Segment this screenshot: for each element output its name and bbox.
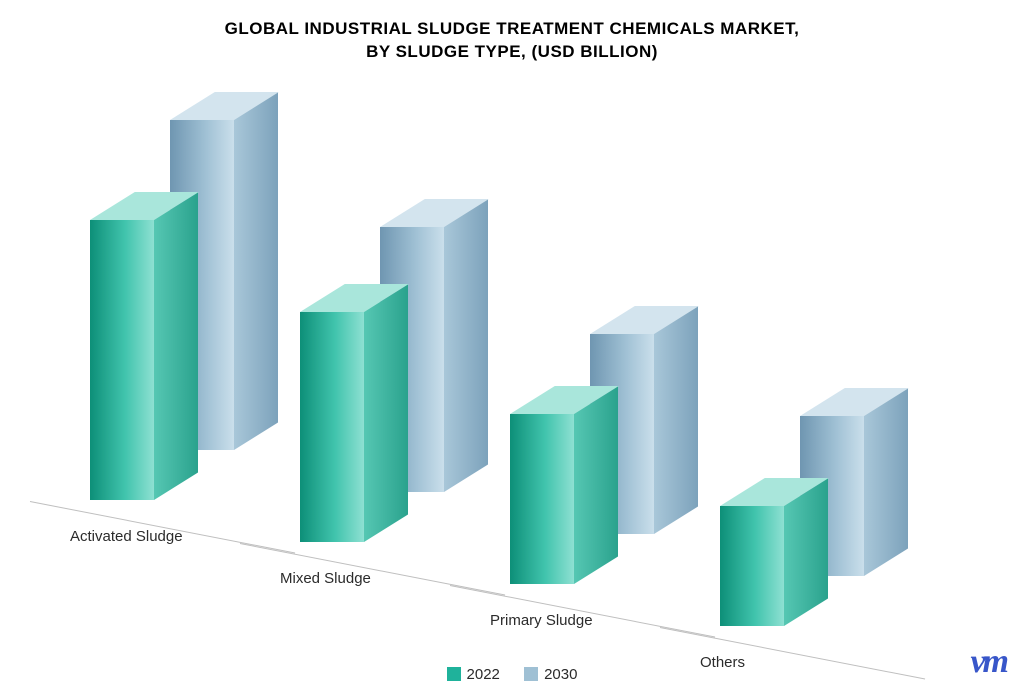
bar-2022-2	[510, 414, 574, 584]
legend-item-2022: 2022	[447, 666, 500, 683]
cat-label-1: Mixed Sludge	[280, 570, 371, 587]
bar-2022-0	[90, 220, 154, 500]
legend-swatch-2030	[524, 667, 538, 681]
legend-swatch-2022	[447, 667, 461, 681]
legend-label-2030: 2030	[544, 666, 577, 683]
brand-logo: vm	[970, 643, 1006, 681]
legend-label-2022: 2022	[467, 666, 500, 683]
chart-title-line1: GLOBAL INDUSTRIAL SLUDGE TREATMENT CHEMI…	[0, 18, 1024, 41]
legend-item-2030: 2030	[524, 666, 577, 683]
cat-label-2: Primary Sludge	[490, 612, 593, 629]
legend: 2022 2030	[0, 666, 1024, 686]
cat-label-0: Activated Sludge	[70, 528, 183, 545]
bar-2022-1	[300, 312, 364, 542]
chart-title: GLOBAL INDUSTRIAL SLUDGE TREATMENT CHEMI…	[0, 0, 1024, 64]
chart-area: Activated Sludge Mixed Sludge Primary Slud…	[0, 70, 1024, 630]
chart-title-line2: BY SLUDGE TYPE, (USD BILLION)	[0, 41, 1024, 64]
bar-2022-3	[720, 506, 784, 626]
